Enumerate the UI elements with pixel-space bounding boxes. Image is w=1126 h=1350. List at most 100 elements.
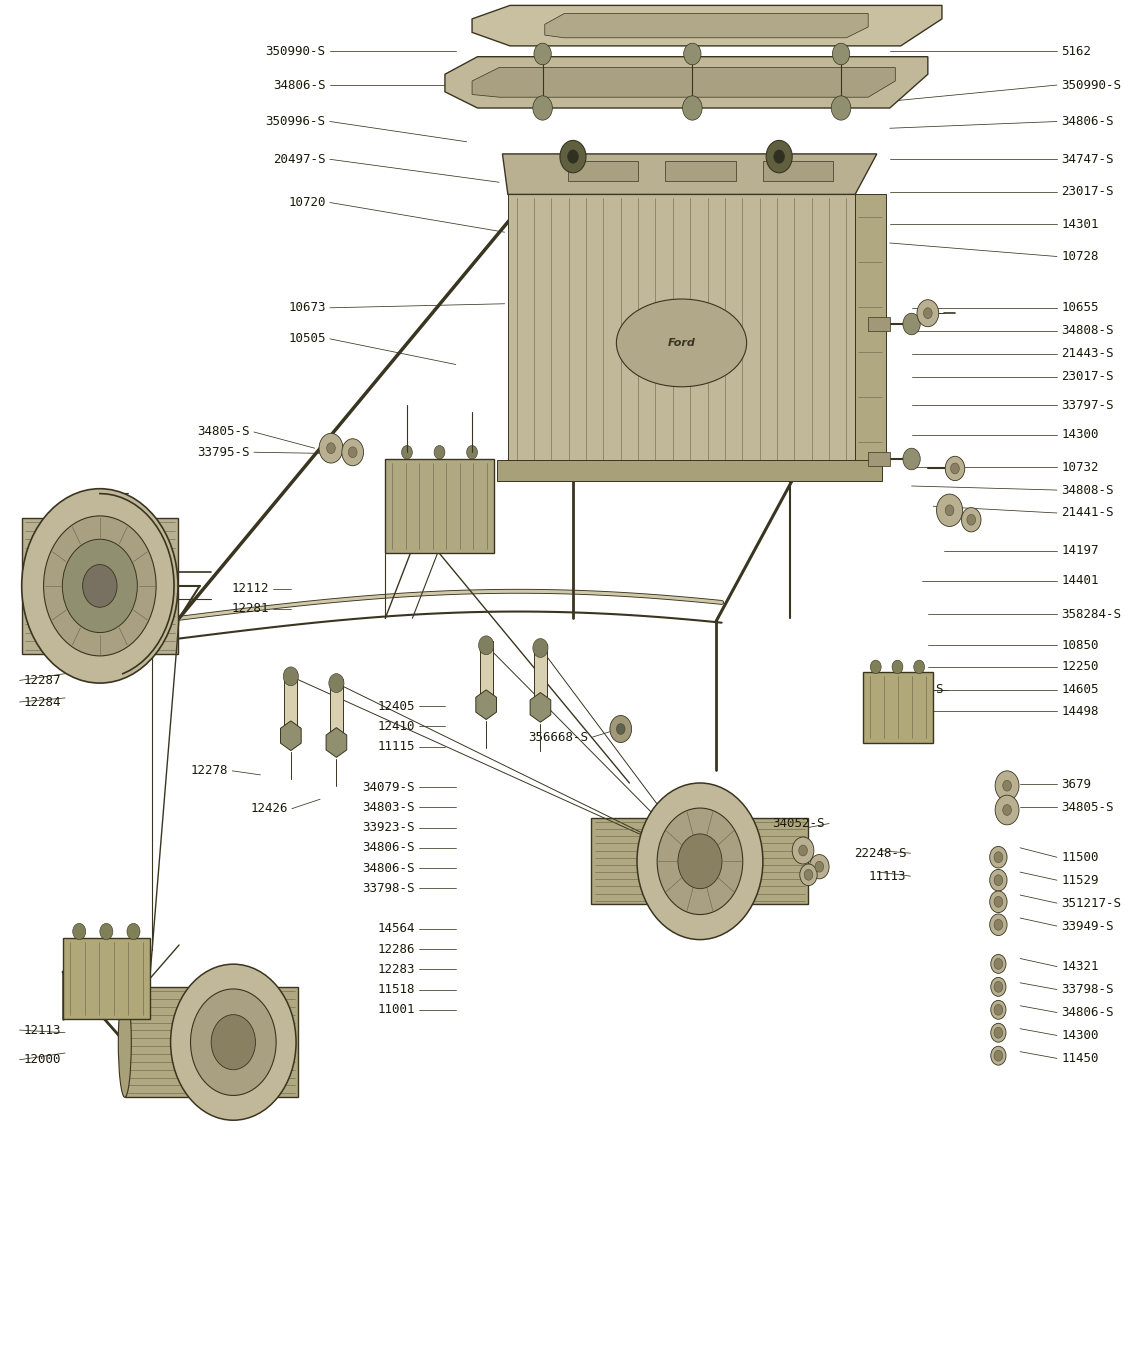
Bar xyxy=(63,938,150,1019)
Text: Ford: Ford xyxy=(668,338,696,348)
Bar xyxy=(534,644,547,701)
Bar xyxy=(868,452,890,466)
Text: 14498: 14498 xyxy=(1062,705,1099,718)
Circle shape xyxy=(991,1046,1006,1065)
Text: 33949-S: 33949-S xyxy=(1062,919,1114,933)
Text: 11450: 11450 xyxy=(1062,1052,1099,1065)
Circle shape xyxy=(678,834,722,888)
Text: 34806-S: 34806-S xyxy=(1062,1006,1114,1019)
Circle shape xyxy=(284,667,298,686)
Text: 12286: 12286 xyxy=(377,942,414,956)
Text: 11001: 11001 xyxy=(377,1003,414,1017)
Circle shape xyxy=(402,446,412,459)
Circle shape xyxy=(100,923,113,940)
Circle shape xyxy=(945,505,954,516)
Text: 48843-S: 48843-S xyxy=(892,683,944,697)
Circle shape xyxy=(967,514,975,525)
Text: 14300: 14300 xyxy=(1062,428,1099,441)
Circle shape xyxy=(994,852,1003,863)
Text: 14401: 14401 xyxy=(1062,574,1099,587)
Text: 34052-S: 34052-S xyxy=(772,817,824,830)
Circle shape xyxy=(62,539,137,633)
Circle shape xyxy=(937,494,963,526)
Circle shape xyxy=(682,96,703,120)
Text: 12283: 12283 xyxy=(377,963,414,976)
Text: 34806-S: 34806-S xyxy=(274,78,325,92)
Text: 33797-S: 33797-S xyxy=(1062,398,1114,412)
Bar xyxy=(591,818,808,905)
Circle shape xyxy=(190,990,276,1095)
Text: 34747-S: 34747-S xyxy=(1062,153,1114,166)
Circle shape xyxy=(991,977,1006,996)
Circle shape xyxy=(342,439,364,466)
Bar xyxy=(568,161,638,181)
Circle shape xyxy=(995,795,1019,825)
Text: 12405: 12405 xyxy=(377,699,414,713)
Circle shape xyxy=(923,308,932,319)
Circle shape xyxy=(793,837,814,864)
Circle shape xyxy=(319,433,343,463)
Circle shape xyxy=(990,914,1007,936)
Text: 21443-S: 21443-S xyxy=(1062,347,1114,360)
Text: 5162: 5162 xyxy=(1062,45,1091,58)
Circle shape xyxy=(917,300,939,327)
Text: 10505: 10505 xyxy=(288,332,325,346)
Circle shape xyxy=(994,896,1003,907)
Circle shape xyxy=(479,636,494,655)
Circle shape xyxy=(568,150,579,163)
Text: 12278: 12278 xyxy=(190,764,227,778)
Polygon shape xyxy=(472,68,895,97)
Text: 14300: 14300 xyxy=(1062,1029,1099,1042)
Text: 34806-S: 34806-S xyxy=(363,861,414,875)
Circle shape xyxy=(990,846,1007,868)
Bar xyxy=(125,987,298,1098)
Text: 10732: 10732 xyxy=(1062,460,1099,474)
Text: 10673: 10673 xyxy=(288,301,325,315)
Circle shape xyxy=(994,1050,1003,1061)
Circle shape xyxy=(994,919,1003,930)
Text: 14321: 14321 xyxy=(1062,960,1099,973)
Bar xyxy=(665,161,735,181)
Bar xyxy=(480,641,493,698)
Text: 12113: 12113 xyxy=(24,1023,62,1037)
Circle shape xyxy=(831,96,851,120)
Bar xyxy=(868,317,890,331)
Text: 12284: 12284 xyxy=(24,695,62,709)
Circle shape xyxy=(994,1027,1003,1038)
Circle shape xyxy=(683,43,701,65)
Circle shape xyxy=(610,716,632,742)
Circle shape xyxy=(21,489,178,683)
Circle shape xyxy=(913,660,924,674)
Circle shape xyxy=(534,43,552,65)
Circle shape xyxy=(945,456,965,481)
Text: 23017-S: 23017-S xyxy=(1062,185,1114,198)
Circle shape xyxy=(637,783,763,940)
Bar xyxy=(21,518,178,653)
Circle shape xyxy=(466,446,477,459)
Circle shape xyxy=(995,771,1019,801)
Bar xyxy=(497,460,883,481)
Circle shape xyxy=(435,446,445,459)
Circle shape xyxy=(994,981,1003,992)
Polygon shape xyxy=(327,728,347,757)
Circle shape xyxy=(348,447,357,458)
Polygon shape xyxy=(502,154,877,194)
Text: 10728: 10728 xyxy=(1062,250,1099,263)
Circle shape xyxy=(560,140,586,173)
Circle shape xyxy=(73,923,86,940)
Text: 12112: 12112 xyxy=(232,582,269,595)
Circle shape xyxy=(44,516,157,656)
Text: 10655: 10655 xyxy=(1062,301,1099,315)
Circle shape xyxy=(533,639,548,657)
Text: 20497-S: 20497-S xyxy=(274,153,325,166)
Circle shape xyxy=(798,845,807,856)
Circle shape xyxy=(994,958,1003,969)
Text: 12287: 12287 xyxy=(24,674,62,687)
Text: 14564: 14564 xyxy=(377,922,414,936)
Text: 33795-S: 33795-S xyxy=(197,446,250,459)
Text: 11518: 11518 xyxy=(377,983,414,996)
Circle shape xyxy=(991,1000,1006,1019)
Circle shape xyxy=(1003,780,1011,791)
Text: 12410: 12410 xyxy=(377,720,414,733)
Text: 11500: 11500 xyxy=(1062,850,1099,864)
